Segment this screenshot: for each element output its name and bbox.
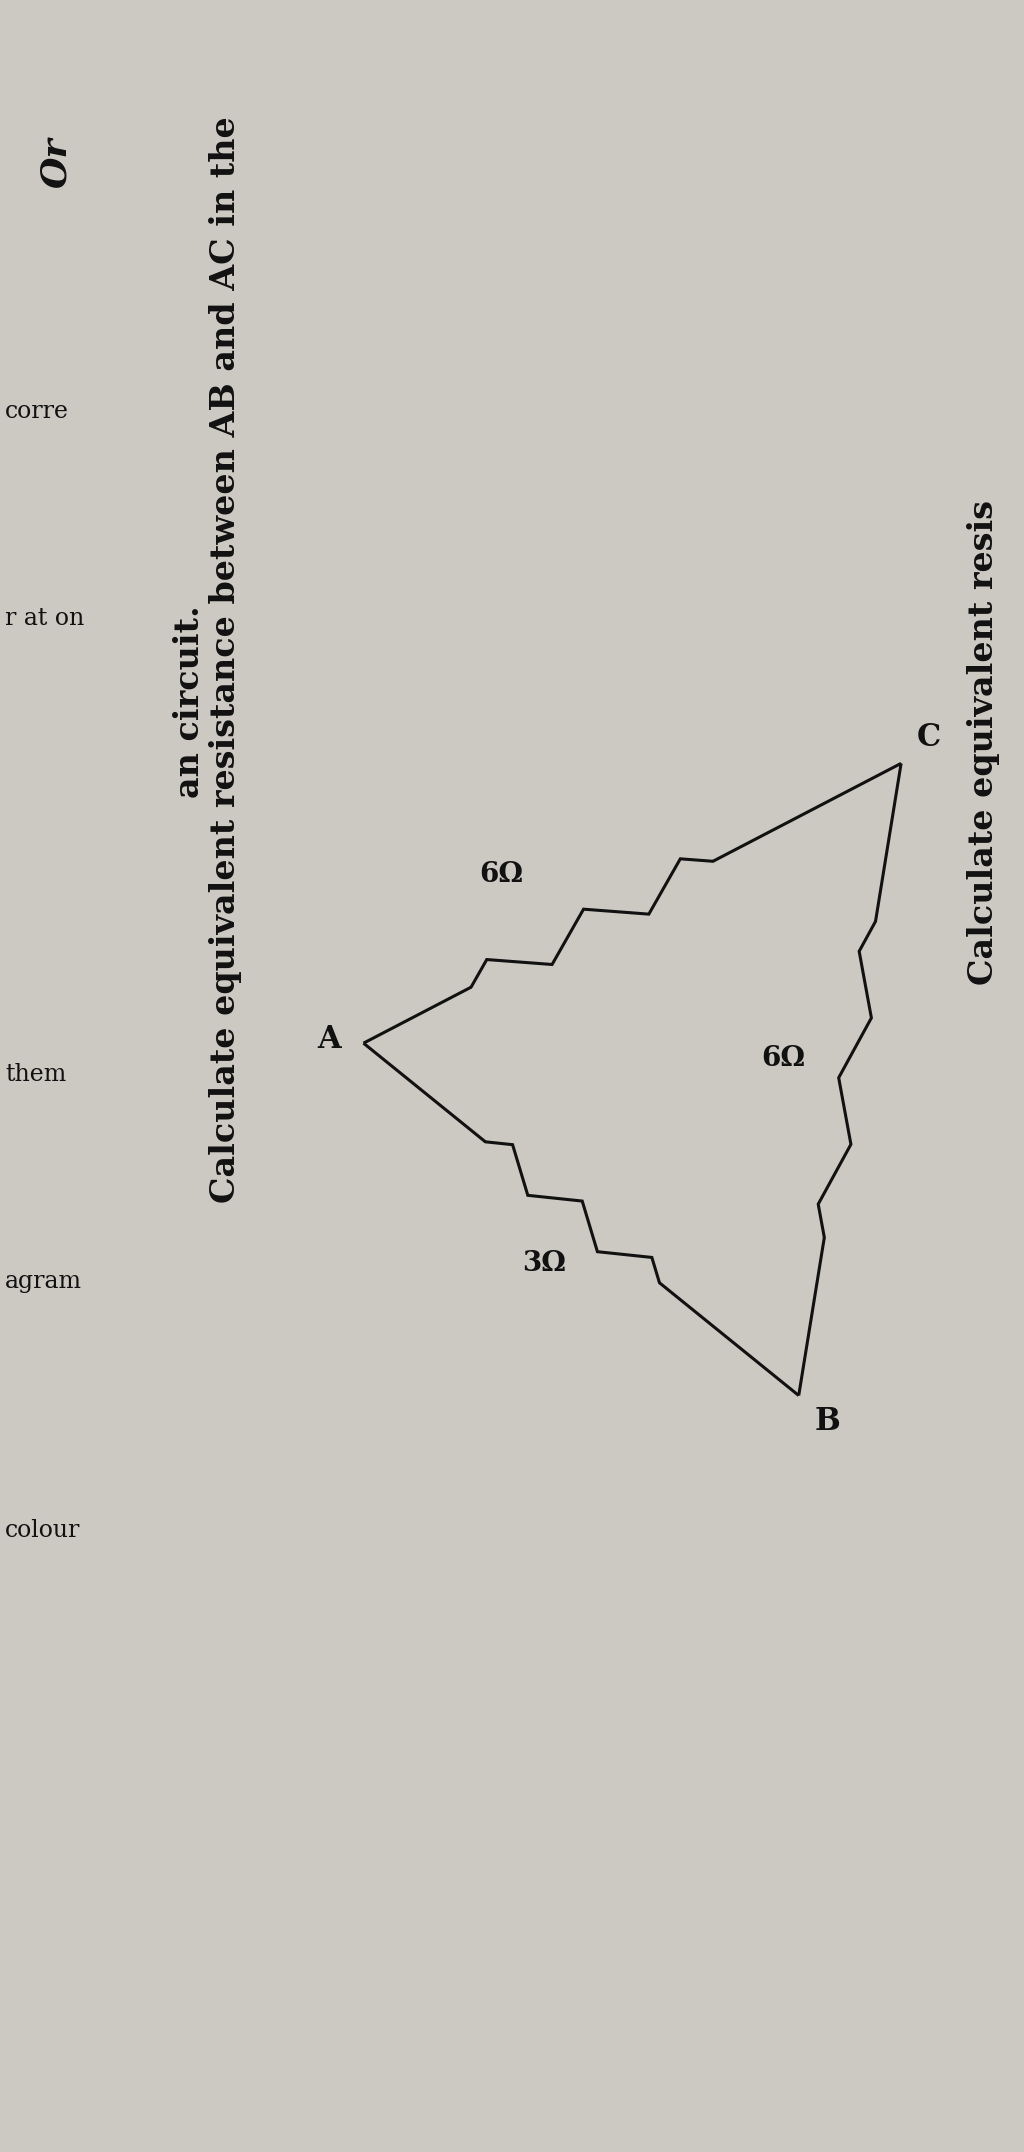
Text: an circuit.: an circuit. (173, 605, 206, 798)
Text: A: A (317, 1024, 341, 1054)
Text: r at on: r at on (5, 607, 84, 631)
Text: them: them (5, 1063, 67, 1087)
Text: Calculate equivalent resistance between AB and AC in the: Calculate equivalent resistance between … (209, 116, 242, 1203)
Text: 6Ω: 6Ω (479, 861, 523, 889)
Text: B: B (814, 1405, 840, 1438)
Text: Calculate equivalent resis: Calculate equivalent resis (967, 499, 999, 986)
Text: C: C (916, 723, 941, 753)
Text: corre: corre (5, 400, 70, 422)
Text: colour: colour (5, 1519, 81, 1541)
Text: agram: agram (5, 1270, 82, 1293)
Text: Or: Or (39, 138, 74, 187)
Text: 6Ω: 6Ω (762, 1046, 805, 1072)
Text: 3Ω: 3Ω (522, 1250, 565, 1276)
